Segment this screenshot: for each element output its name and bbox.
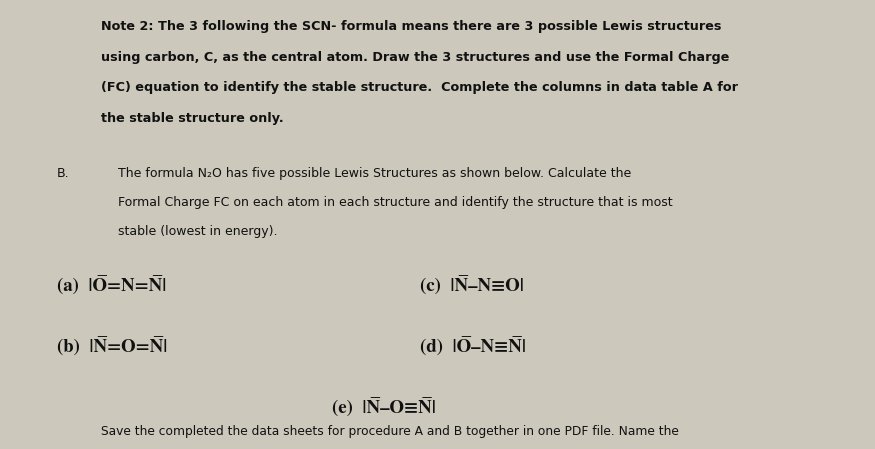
Text: Formal Charge FC on each atom in each structure and identify the structure that : Formal Charge FC on each atom in each st… <box>118 196 673 209</box>
Text: Note 2: The 3 following the SCN- formula means there are 3 possible Lewis struct: Note 2: The 3 following the SCN- formula… <box>101 20 721 33</box>
Text: (d)  |O̅–N≡N̅|: (d) |O̅–N≡N̅| <box>420 338 526 357</box>
Text: (a)  |O̅=N=N̅|: (a) |O̅=N=N̅| <box>57 277 166 296</box>
Text: (b)  |N̅=O=N̅|: (b) |N̅=O=N̅| <box>57 338 167 357</box>
Text: the stable structure only.: the stable structure only. <box>101 112 284 125</box>
Text: The formula N₂O has five possible Lewis Structures as shown below. Calculate the: The formula N₂O has five possible Lewis … <box>118 167 632 180</box>
Text: (c)  |N̅–N≡O|: (c) |N̅–N≡O| <box>420 277 524 296</box>
Text: (FC) equation to identify the stable structure.  Complete the columns in data ta: (FC) equation to identify the stable str… <box>101 81 738 94</box>
Text: stable (lowest in energy).: stable (lowest in energy). <box>118 225 277 238</box>
Text: Save the completed the data sheets for procedure A and B together in one PDF fil: Save the completed the data sheets for p… <box>101 425 678 438</box>
Text: using carbon, C, as the central atom. Draw the 3 structures and use the Formal C: using carbon, C, as the central atom. Dr… <box>101 51 729 64</box>
Text: (e)  |N̅–O≡N̅|: (e) |N̅–O≡N̅| <box>332 398 437 418</box>
Text: B.: B. <box>57 167 69 180</box>
